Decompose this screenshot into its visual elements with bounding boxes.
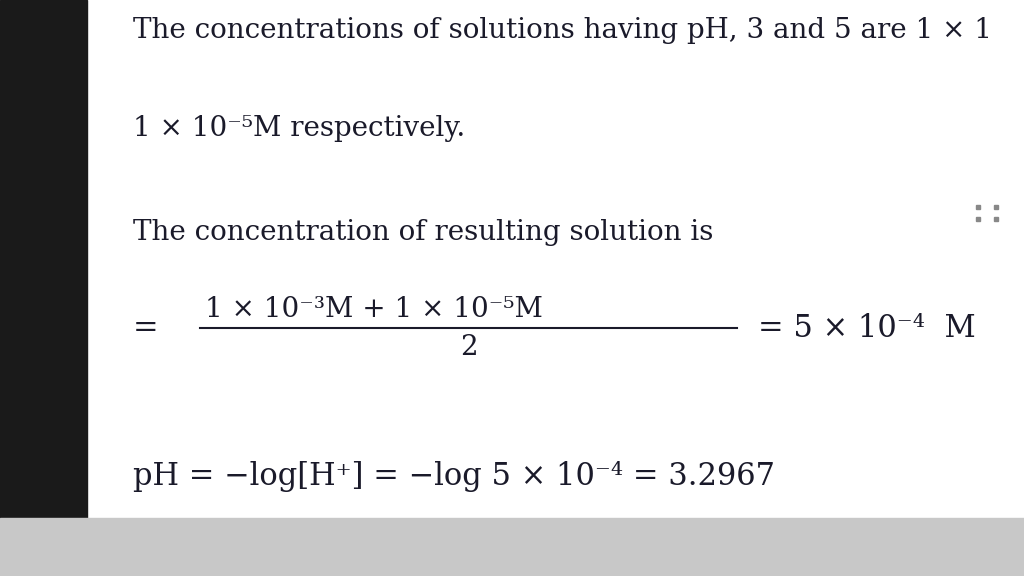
- Text: |||: |||: [297, 536, 317, 558]
- Text: 1 × 10⁻⁵M respectively.: 1 × 10⁻⁵M respectively.: [133, 115, 465, 142]
- Text: <: <: [708, 537, 726, 557]
- Text: pH = −log[H⁺] = −log 5 × 10⁻⁴ = 3.2967: pH = −log[H⁺] = −log 5 × 10⁻⁴ = 3.2967: [133, 461, 775, 492]
- Text: The concentration of resulting solution is: The concentration of resulting solution …: [133, 219, 714, 246]
- Text: O: O: [504, 537, 520, 557]
- Text: = 5 × 10⁻⁴  M: = 5 × 10⁻⁴ M: [758, 313, 976, 344]
- Text: =: =: [133, 313, 159, 344]
- Text: The concentrations of solutions having pH, 3 and 5 are 1 × 1: The concentrations of solutions having p…: [133, 17, 992, 44]
- Text: 1 × 10⁻³M + 1 × 10⁻⁵M: 1 × 10⁻³M + 1 × 10⁻⁵M: [205, 295, 543, 323]
- Text: 2: 2: [460, 334, 477, 361]
